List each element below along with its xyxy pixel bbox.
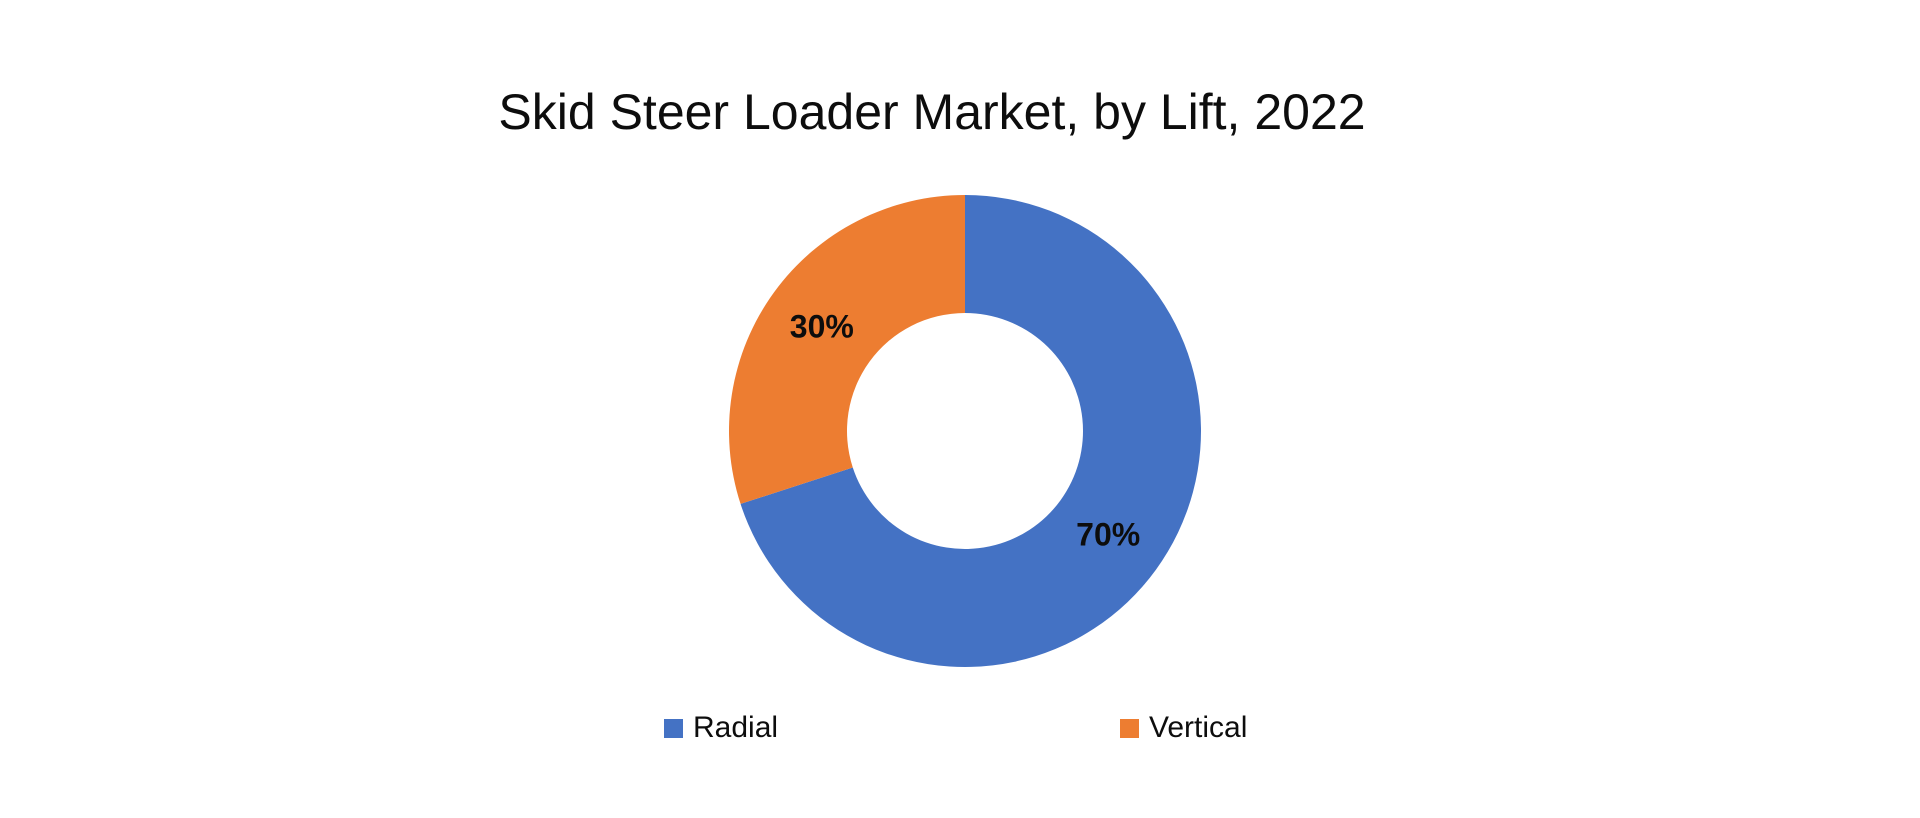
- chart-title: Skid Steer Loader Market, by Lift, 2022: [498, 84, 1366, 140]
- donut-slice-vertical: [729, 194, 965, 504]
- data-label-radial: 70%: [1076, 516, 1141, 553]
- legend-item-radial: Radial: [664, 711, 779, 744]
- donut-slice-radial: [740, 195, 1201, 667]
- legend-item-vertical: Vertical: [1120, 711, 1248, 744]
- legend-label-radial: Radial: [693, 711, 779, 744]
- legend-swatch-vertical-icon: [1120, 718, 1139, 738]
- data-label-vertical: 30%: [789, 308, 854, 345]
- legend-label-vertical: Vertical: [1149, 711, 1248, 744]
- legend-swatch-radial-icon: [664, 718, 683, 738]
